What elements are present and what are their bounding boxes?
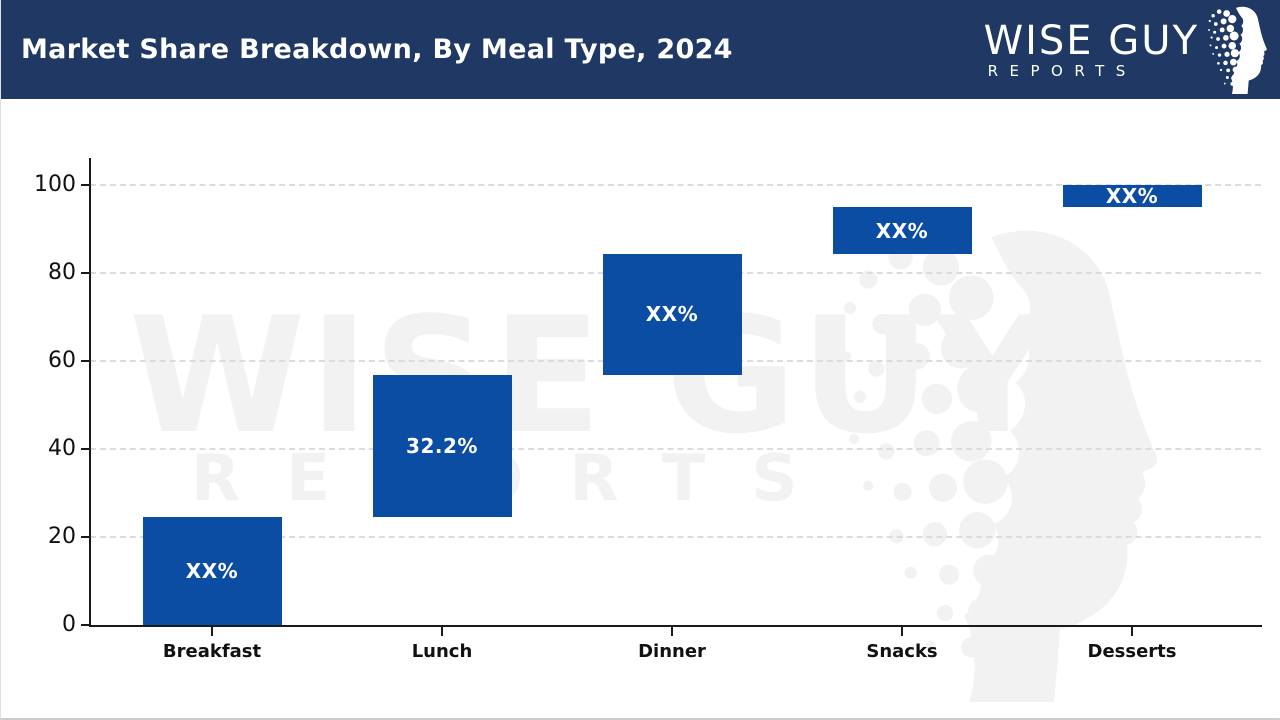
y-tick-label: 20 [48, 524, 76, 549]
y-tick-label: 0 [62, 612, 76, 637]
x-tick-mark [1131, 627, 1133, 636]
y-tick-mark [81, 272, 90, 274]
bar-snacks: XX% [832, 207, 972, 254]
y-tick-label: 100 [34, 172, 76, 197]
bar-desserts: XX% [1062, 184, 1202, 209]
bar-dinner: XX% [602, 253, 742, 376]
bar-value-label: XX% [1105, 184, 1159, 209]
x-tick-mark [211, 627, 213, 636]
chart-canvas: WISE GUY REPORTS 0 20 40 60 80 100 XX% Breakfas… [1, 99, 1280, 718]
bar-value-label: 32.2% [406, 433, 478, 458]
x-tick-mark [671, 627, 673, 636]
y-tick-label: 60 [48, 348, 76, 373]
bar-breakfast: XX% [142, 516, 282, 625]
y-axis-line [89, 158, 91, 627]
bar-lunch: 32.2% [372, 375, 512, 517]
watermark-head-icon [840, 230, 1158, 702]
page-title: Market Share Breakdown, By Meal Type, 20… [21, 34, 733, 65]
y-gridline [90, 448, 1261, 450]
header-bar: Market Share Breakdown, By Meal Type, 20… [1, 0, 1280, 99]
x-tick-label-desserts: Desserts [1087, 641, 1177, 662]
x-tick-label-snacks: Snacks [866, 641, 938, 662]
x-tick-label-lunch: Lunch [411, 641, 473, 662]
watermark-wordmark: WISE GUY [129, 282, 1055, 469]
y-tick-mark [81, 448, 90, 450]
y-gridline [90, 536, 1261, 538]
logo-text: WISE GUY REPORTS [984, 21, 1199, 79]
logo-head-icon [1208, 6, 1267, 94]
y-tick-mark [81, 536, 90, 538]
x-tick-label-dinner: Dinner [638, 641, 706, 662]
x-tick-mark [441, 627, 443, 636]
bar-value-label: XX% [875, 218, 929, 243]
y-tick-mark [81, 184, 90, 186]
x-axis-line [89, 625, 1262, 627]
watermark-subtitle: REPORTS [191, 442, 844, 516]
y-tick-mark [81, 360, 90, 362]
wise-guy-logo: WISE GUY REPORTS [984, 6, 1280, 94]
x-tick-label-breakfast: Breakfast [162, 641, 262, 662]
x-tick-mark [901, 627, 903, 636]
y-tick-mark [81, 624, 90, 626]
y-tick-label: 40 [48, 436, 76, 461]
logo-wordmark: WISE GUY [983, 17, 1199, 64]
y-tick-label: 80 [48, 260, 76, 285]
y-gridline [90, 184, 1261, 186]
logo-subtitle: REPORTS [987, 61, 1137, 80]
bar-value-label: XX% [645, 302, 699, 327]
bar-value-label: XX% [185, 558, 239, 583]
